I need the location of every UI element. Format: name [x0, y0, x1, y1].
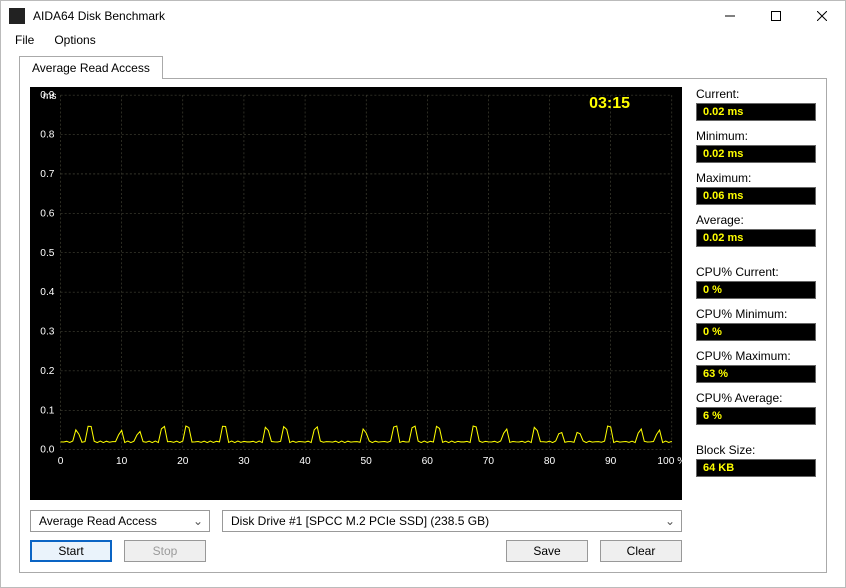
maximize-button[interactable] [753, 1, 799, 31]
stat-cpu-maximum-value: 63 % [696, 365, 816, 383]
controls-row-buttons: Start Stop Save Clear [30, 540, 682, 562]
separator [696, 433, 816, 441]
clear-button[interactable]: Clear [600, 540, 682, 562]
svg-text:50: 50 [361, 456, 373, 467]
stat-maximum-value: 0.06 ms [696, 187, 816, 205]
svg-text:90: 90 [605, 456, 617, 467]
stop-button[interactable]: Stop [124, 540, 206, 562]
svg-text:100 %: 100 % [657, 456, 682, 467]
start-button[interactable]: Start [30, 540, 112, 562]
clear-label: Clear [627, 544, 656, 558]
menu-file[interactable]: File [7, 31, 42, 49]
stat-block-size: Block Size: 64 KB [696, 443, 816, 477]
stat-cpu-minimum-label: CPU% Minimum: [696, 307, 816, 321]
elapsed-timer: 03:15 [589, 95, 630, 113]
svg-text:30: 30 [238, 456, 250, 467]
menubar: File Options [1, 31, 845, 51]
stat-minimum-label: Minimum: [696, 129, 816, 143]
stat-cpu-maximum: CPU% Maximum: 63 % [696, 349, 816, 383]
stat-current-value: 0.02 ms [696, 103, 816, 121]
stat-cpu-current: CPU% Current: 0 % [696, 265, 816, 299]
content: Average Read Access ms0.00.10.20.30.40.5… [1, 51, 845, 587]
svg-text:0.3: 0.3 [40, 327, 54, 338]
save-label: Save [533, 544, 560, 558]
stats-column: Current: 0.02 ms Minimum: 0.02 ms Maximu… [696, 87, 816, 562]
svg-text:0.4: 0.4 [40, 287, 54, 298]
titlebar: AIDA64 Disk Benchmark [1, 1, 845, 31]
stat-cpu-maximum-label: CPU% Maximum: [696, 349, 816, 363]
chevron-down-icon: ⌄ [663, 514, 677, 528]
svg-text:0: 0 [58, 456, 64, 467]
tabstrip: Average Read Access [19, 55, 827, 78]
controls-row-selects: Average Read Access ⌄ Disk Drive #1 [SPC… [30, 510, 682, 532]
svg-text:60: 60 [422, 456, 434, 467]
svg-text:0.2: 0.2 [40, 366, 54, 377]
stat-average-value: 0.02 ms [696, 229, 816, 247]
stat-maximum: Maximum: 0.06 ms [696, 171, 816, 205]
svg-text:0.9: 0.9 [40, 90, 54, 101]
stat-block-size-label: Block Size: [696, 443, 816, 457]
svg-text:0.1: 0.1 [40, 405, 54, 416]
svg-text:0.7: 0.7 [40, 169, 54, 180]
tab-average-read-access[interactable]: Average Read Access [19, 56, 163, 79]
close-button[interactable] [799, 1, 845, 31]
svg-text:0.8: 0.8 [40, 130, 54, 141]
stat-current: Current: 0.02 ms [696, 87, 816, 121]
svg-text:0.6: 0.6 [40, 208, 54, 219]
minimize-button[interactable] [707, 1, 753, 31]
left-column: ms0.00.10.20.30.40.50.60.70.80.901020304… [30, 87, 682, 562]
stat-cpu-average-label: CPU% Average: [696, 391, 816, 405]
svg-text:10: 10 [116, 456, 128, 467]
stat-block-size-value: 64 KB [696, 459, 816, 477]
panel: ms0.00.10.20.30.40.50.60.70.80.901020304… [19, 78, 827, 573]
drive-select[interactable]: Disk Drive #1 [SPCC M.2 PCIe SSD] (238.5… [222, 510, 682, 532]
stat-cpu-average: CPU% Average: 6 % [696, 391, 816, 425]
svg-text:80: 80 [544, 456, 556, 467]
spacer [218, 540, 494, 562]
stat-cpu-current-value: 0 % [696, 281, 816, 299]
svg-text:70: 70 [483, 456, 495, 467]
drive-value: Disk Drive #1 [SPCC M.2 PCIe SSD] (238.5… [231, 514, 489, 528]
window-title: AIDA64 Disk Benchmark [33, 9, 707, 23]
stat-average-label: Average: [696, 213, 816, 227]
chevron-down-icon: ⌄ [191, 514, 205, 528]
stat-maximum-label: Maximum: [696, 171, 816, 185]
test-type-select[interactable]: Average Read Access ⌄ [30, 510, 210, 532]
window-controls [707, 1, 845, 31]
stat-cpu-average-value: 6 % [696, 407, 816, 425]
separator [696, 255, 816, 263]
stat-cpu-current-label: CPU% Current: [696, 265, 816, 279]
stat-average: Average: 0.02 ms [696, 213, 816, 247]
stat-cpu-minimum: CPU% Minimum: 0 % [696, 307, 816, 341]
window: AIDA64 Disk Benchmark File Options Avera… [0, 0, 846, 588]
svg-text:0.0: 0.0 [40, 445, 54, 456]
test-type-value: Average Read Access [39, 514, 157, 528]
app-icon [9, 8, 25, 24]
start-label: Start [58, 544, 83, 558]
stat-current-label: Current: [696, 87, 816, 101]
svg-text:0.5: 0.5 [40, 248, 54, 259]
stat-minimum: Minimum: 0.02 ms [696, 129, 816, 163]
stop-label: Stop [153, 544, 178, 558]
save-button[interactable]: Save [506, 540, 588, 562]
chart-wrap: ms0.00.10.20.30.40.50.60.70.80.901020304… [30, 87, 682, 500]
access-time-chart: ms0.00.10.20.30.40.50.60.70.80.901020304… [30, 87, 682, 500]
stat-minimum-value: 0.02 ms [696, 145, 816, 163]
menu-options[interactable]: Options [46, 31, 103, 49]
svg-text:20: 20 [177, 456, 189, 467]
svg-text:40: 40 [299, 456, 311, 467]
stat-cpu-minimum-value: 0 % [696, 323, 816, 341]
